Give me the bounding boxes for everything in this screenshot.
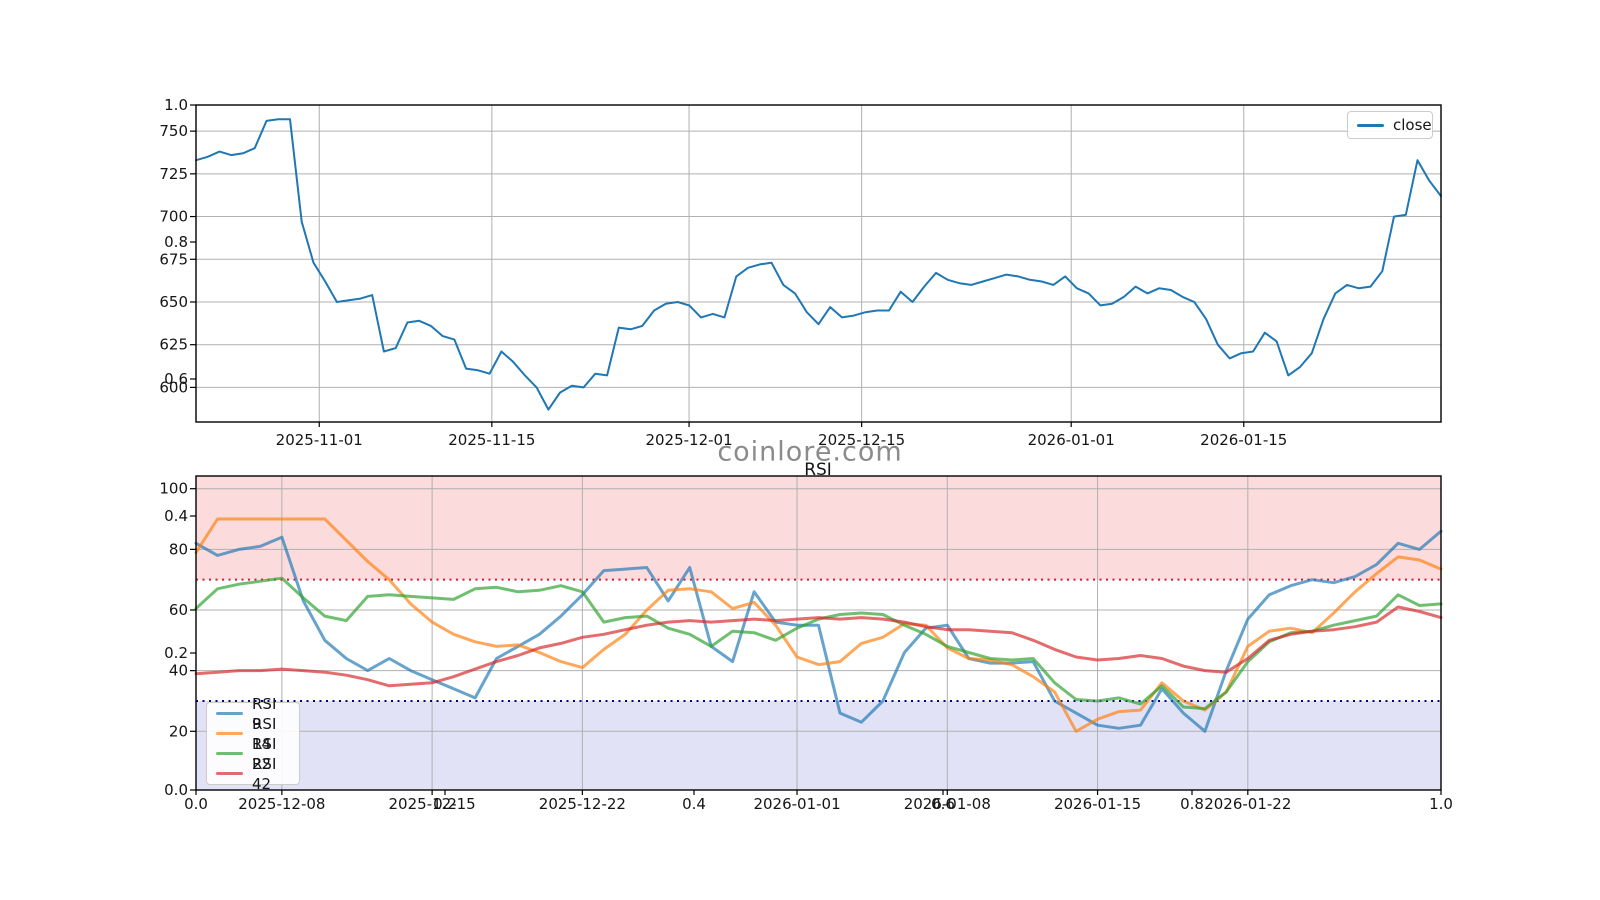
rsi-x-tick-label: 2025-12-15 bbox=[389, 795, 476, 813]
legend-item: close bbox=[1357, 115, 1432, 135]
secondary-x-tick-label: 1.0 bbox=[1429, 795, 1453, 813]
price-x-tick-label: 2025-11-01 bbox=[276, 431, 363, 449]
price-x-tick-label: 2026-01-01 bbox=[1028, 431, 1115, 449]
price-x-tick-label: 2026-01-15 bbox=[1200, 431, 1287, 449]
legend-line-swatch bbox=[1357, 123, 1384, 127]
legend-item: RSI 22 bbox=[216, 735, 290, 773]
price-legend: close bbox=[1347, 111, 1433, 139]
rsi-y-tick-label: 40 bbox=[169, 662, 188, 680]
rsi-axes-frame bbox=[195, 475, 1442, 791]
price-y-tick-label: 600 bbox=[159, 378, 188, 396]
price-x-tick-label: 2025-12-15 bbox=[818, 431, 905, 449]
close-line bbox=[195, 118, 1442, 411]
price-axes-frame bbox=[195, 104, 1442, 423]
rsi-y-tick-label: 20 bbox=[169, 722, 188, 740]
price-y-tick-label: 675 bbox=[159, 250, 188, 268]
rsi-chart-title: RSI bbox=[804, 460, 832, 480]
legend-item: RSI 14 bbox=[216, 715, 290, 753]
legend-line-swatch bbox=[216, 732, 243, 735]
price-y-tick-label: 625 bbox=[159, 336, 188, 354]
price-y-tick-label: 725 bbox=[159, 165, 188, 183]
legend-label: RSI 22 bbox=[252, 734, 277, 773]
secondary-x-tick-label: 0.6 bbox=[931, 795, 955, 813]
watermark: coinlore.com bbox=[717, 436, 903, 468]
price-x-tick-label: 2025-12-01 bbox=[645, 431, 732, 449]
legend-line-swatch bbox=[216, 772, 243, 775]
legend-item: RSI 42 bbox=[216, 755, 290, 793]
rsi-x-tick-label: 2025-12-22 bbox=[539, 795, 626, 813]
price-y-tick-label: 700 bbox=[159, 208, 188, 226]
price-y-tick-label: 750 bbox=[159, 122, 188, 140]
rsi-y-tick-label: 80 bbox=[169, 540, 188, 558]
price-x-tick-label: 2025-11-15 bbox=[448, 431, 535, 449]
overbought-band bbox=[196, 476, 1441, 580]
rsi-x-tick-label: 2026-01-15 bbox=[1054, 795, 1141, 813]
legend-line-swatch bbox=[216, 712, 243, 715]
secondary-y-tick-label: 0.6 bbox=[164, 370, 188, 388]
secondary-y-tick-label: 0.4 bbox=[164, 507, 188, 525]
legend-item: RSI 9 bbox=[216, 695, 290, 733]
secondary-y-tick-label: 0.0 bbox=[164, 781, 188, 799]
legend-label: RSI 9 bbox=[252, 694, 277, 733]
secondary-y-tick-label: 0.2 bbox=[164, 644, 188, 662]
secondary-y-tick-label: 0.8 bbox=[164, 233, 188, 251]
legend-label: RSI 42 bbox=[252, 754, 277, 793]
rsi-x-tick-label: 2026-01-01 bbox=[753, 795, 840, 813]
price-y-tick-label: 650 bbox=[159, 293, 188, 311]
rsi-42-line bbox=[194, 605, 1443, 688]
rsi-x-tick-label: 2025-12-08 bbox=[238, 795, 325, 813]
rsi-9-line bbox=[194, 529, 1443, 733]
secondary-x-tick-label: 0.4 bbox=[682, 795, 706, 813]
rsi-legend: RSI 9 RSI 14 RSI 22 RSI 42 bbox=[206, 695, 300, 793]
rsi-y-tick-label: 60 bbox=[169, 601, 188, 619]
oversold-band bbox=[196, 700, 1441, 790]
legend-line-swatch bbox=[216, 752, 243, 755]
rsi-x-tick-label: 2026-01-08 bbox=[904, 795, 991, 813]
legend-label: RSI 14 bbox=[252, 714, 277, 753]
secondary-y-tick-label: 1.0 bbox=[164, 96, 188, 114]
legend-label: close bbox=[1393, 116, 1432, 134]
rsi-x-tick-label: 2026-01-22 bbox=[1204, 795, 1291, 813]
secondary-x-tick-label: 0.0 bbox=[184, 795, 208, 813]
secondary-x-tick-label: 0.8 bbox=[1180, 795, 1204, 813]
secondary-x-tick-label: 0.2 bbox=[433, 795, 457, 813]
rsi-y-tick-label: 100 bbox=[159, 480, 188, 498]
